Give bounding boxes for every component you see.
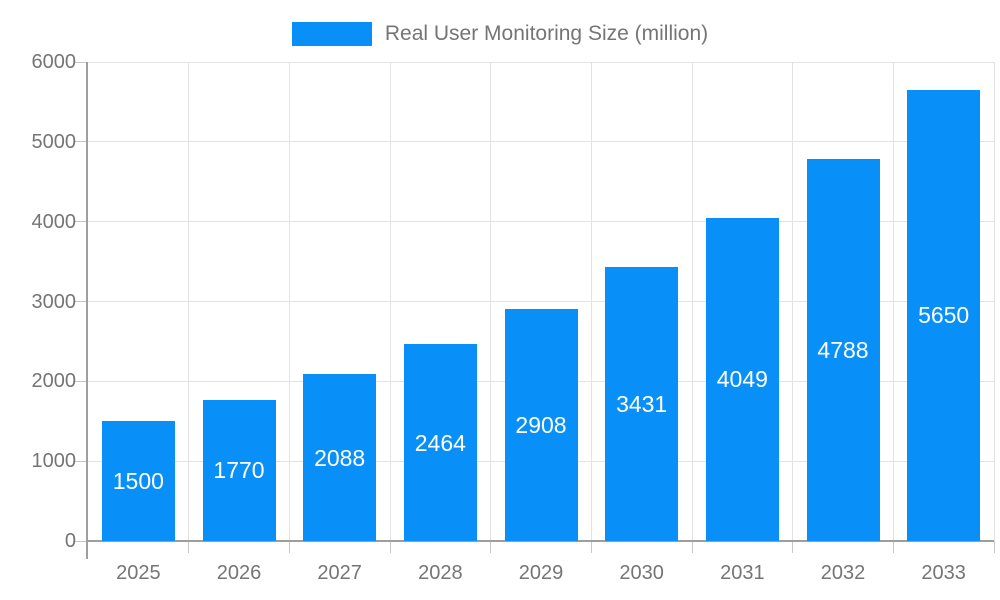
v-gridline xyxy=(590,62,592,541)
x-axis-tick xyxy=(490,541,492,553)
h-gridline xyxy=(88,301,994,302)
v-gridline xyxy=(993,62,995,541)
bar-value-label: 2908 xyxy=(515,411,567,438)
y-axis-label: 2000 xyxy=(31,370,77,393)
y-axis-label: 5000 xyxy=(31,130,77,153)
bar[interactable]: 3431 xyxy=(605,267,679,541)
y-axis-label: 4000 xyxy=(31,210,77,233)
y-axis-tick xyxy=(74,460,88,462)
y-axis-tick xyxy=(74,540,88,542)
bar-value-label: 5650 xyxy=(918,302,970,329)
x-axis-label: 2027 xyxy=(317,562,362,584)
bar[interactable]: 2908 xyxy=(504,308,578,541)
bar[interactable]: 1500 xyxy=(101,421,175,541)
x-axis-label: 2030 xyxy=(619,562,664,584)
x-axis-label: 2028 xyxy=(418,562,463,584)
x-axis-tick xyxy=(993,541,995,553)
v-gridline xyxy=(288,62,290,541)
legend-label: Real User Monitoring Size (million) xyxy=(384,22,709,45)
x-axis-tick xyxy=(590,541,592,553)
legend-swatch xyxy=(291,22,372,46)
bar[interactable]: 4049 xyxy=(705,217,779,541)
y-axis-tick xyxy=(74,380,88,382)
x-axis-tick xyxy=(792,541,794,553)
x-axis-tick xyxy=(188,541,190,553)
y-axis-label: 3000 xyxy=(31,290,77,313)
bar-value-label: 3431 xyxy=(616,391,668,418)
v-gridline xyxy=(188,62,190,541)
bar-value-label: 2088 xyxy=(314,444,366,471)
v-gridline xyxy=(389,62,391,541)
legend[interactable]: Real User Monitoring Size (million) xyxy=(0,20,1000,48)
y-axis-label: 6000 xyxy=(31,51,77,73)
y-axis-tick xyxy=(74,221,88,223)
x-axis-tick xyxy=(892,541,894,553)
bar[interactable]: 4788 xyxy=(806,158,880,541)
v-gridline xyxy=(691,62,693,541)
v-gridline xyxy=(490,62,492,541)
bar-value-label: 1770 xyxy=(213,457,265,484)
x-axis-label: 2026 xyxy=(216,562,262,584)
y-axis-label: 1000 xyxy=(31,450,77,473)
bar[interactable]: 2088 xyxy=(303,374,377,541)
h-gridline xyxy=(88,221,994,223)
x-axis-label: 2033 xyxy=(921,562,966,584)
v-gridline xyxy=(892,62,894,541)
bar-value-label: 1500 xyxy=(112,468,164,495)
y-axis-line xyxy=(86,62,88,559)
y-axis-tick xyxy=(74,61,88,63)
bar[interactable]: 5650 xyxy=(907,89,981,541)
bar-value-label: 4049 xyxy=(716,366,768,393)
x-axis-label: 2032 xyxy=(820,562,866,584)
x-axis-label: 2029 xyxy=(518,562,564,584)
x-axis-tick xyxy=(389,541,391,553)
h-gridline xyxy=(88,61,994,63)
x-axis-label: 2025 xyxy=(116,562,161,584)
y-axis-label: 0 xyxy=(64,530,76,552)
x-axis-label: 2031 xyxy=(720,562,765,584)
bar-value-label: 2464 xyxy=(414,429,466,456)
bar[interactable]: 2464 xyxy=(403,344,477,541)
v-gridline xyxy=(792,62,794,541)
bar[interactable]: 1770 xyxy=(202,399,276,541)
y-axis-tick xyxy=(74,141,88,143)
x-axis-tick xyxy=(691,541,693,553)
x-axis-line xyxy=(86,540,994,542)
h-gridline xyxy=(88,141,994,143)
y-axis-tick xyxy=(74,301,88,302)
x-axis-tick xyxy=(288,541,290,553)
bar-value-label: 4788 xyxy=(817,336,869,363)
